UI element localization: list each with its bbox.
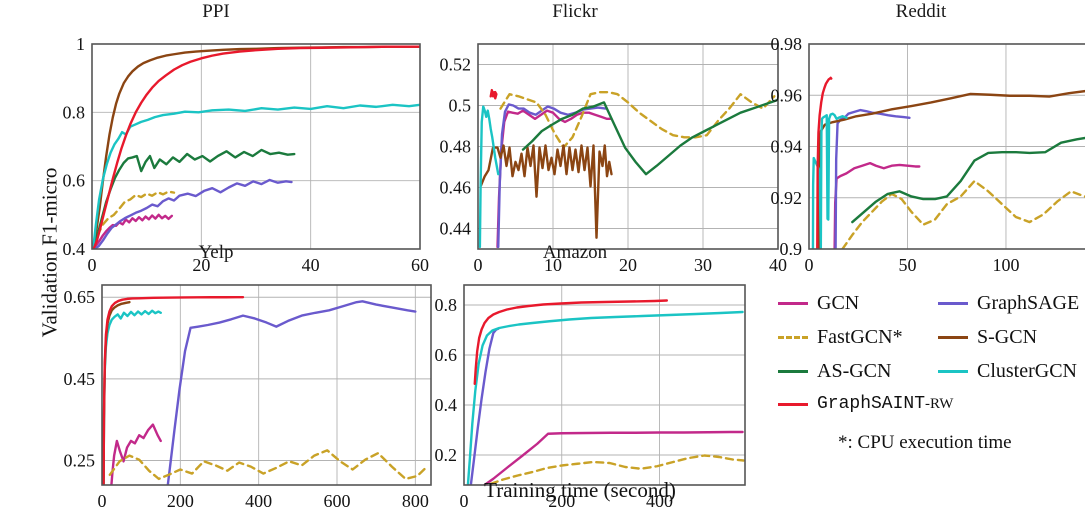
legend-swatch-fastgcn — [778, 336, 808, 339]
svg-text:600: 600 — [324, 491, 351, 511]
svg-text:60: 60 — [411, 255, 429, 275]
panel-yelp: Yelp 0.25 0.45 0.65 0 200 400 600 800 — [46, 242, 432, 511]
legend-item-as-gcn[interactable]: AS-GCN — [778, 360, 891, 383]
svg-text:200: 200 — [167, 491, 194, 511]
svg-text:40: 40 — [302, 255, 320, 275]
svg-text:10: 10 — [544, 255, 562, 275]
panel-title-flickr: Flickr — [552, 1, 598, 22]
legend: GCN GraphSAGE FastGCN* S-GCN AS-GCN Clus… — [770, 292, 1085, 472]
plot-yelp: 0.25 0.45 0.65 0 200 400 600 800 — [64, 284, 432, 511]
svg-text:0.94: 0.94 — [771, 137, 803, 157]
svg-text:0.4: 0.4 — [435, 395, 458, 415]
legend-item-graphsaint-rw[interactable]: GraphSAINT-RW — [778, 394, 953, 414]
svg-text:100: 100 — [992, 255, 1019, 275]
legend-item-graphsage[interactable]: GraphSAGE — [938, 292, 1079, 315]
svg-text:1: 1 — [76, 34, 85, 54]
legend-label-s-gcn: S-GCN — [977, 326, 1038, 348]
svg-text:0.9: 0.9 — [780, 239, 803, 259]
svg-text:0: 0 — [460, 491, 469, 511]
svg-text:0.96: 0.96 — [771, 85, 803, 105]
svg-text:0.46: 0.46 — [440, 178, 472, 198]
svg-text:0.6: 0.6 — [63, 171, 86, 191]
figure-x-axis-label: Training time (second) — [484, 478, 676, 502]
legend-item-s-gcn[interactable]: S-GCN — [938, 326, 1037, 349]
panel-title-yelp: Yelp — [198, 242, 234, 263]
legend-label-fastgcn: FastGCN* — [817, 326, 903, 348]
svg-text:0.6: 0.6 — [435, 345, 458, 365]
legend-label-clustergcn: ClusterGCN — [977, 360, 1077, 382]
svg-text:20: 20 — [619, 255, 637, 275]
svg-text:50: 50 — [898, 255, 916, 275]
svg-text:0.8: 0.8 — [63, 102, 86, 122]
svg-text:400: 400 — [646, 491, 673, 511]
svg-text:0.65: 0.65 — [64, 287, 96, 307]
legend-item-gcn[interactable]: GCN — [778, 292, 859, 315]
plot-ppi: 0.4 0.6 0.8 1 0 20 40 60 — [63, 34, 430, 275]
svg-text:0.4: 0.4 — [63, 239, 86, 259]
legend-label-graphsage: GraphSAGE — [977, 292, 1080, 314]
svg-text:40: 40 — [769, 255, 787, 275]
legend-swatch-graphsaint-rw — [778, 402, 808, 406]
plot-flickr: 0.44 0.46 0.48 0.5 0.52 0 10 20 30 40 — [440, 43, 787, 275]
svg-text:0.5: 0.5 — [449, 96, 472, 116]
legend-footnote: *: CPU execution time — [838, 432, 1012, 453]
legend-item-clustergcn[interactable]: ClusterGCN — [938, 360, 1077, 383]
legend-swatch-graphsage — [938, 302, 968, 305]
legend-label-gcn: GCN — [817, 292, 860, 314]
panel-flickr: Flickr 0.44 0.46 0.48 0.5 0.52 0 10 20 30 40 — [420, 1, 788, 275]
svg-text:0.44: 0.44 — [440, 219, 472, 239]
svg-text:0.2: 0.2 — [435, 445, 458, 465]
svg-text:0.48: 0.48 — [440, 137, 472, 157]
svg-text:0.92: 0.92 — [771, 188, 803, 208]
legend-swatch-clustergcn — [938, 370, 968, 373]
legend-label-graphsaint-rw: GraphSAINT-RW — [817, 394, 954, 414]
svg-text:0.45: 0.45 — [64, 369, 96, 389]
panel-amazon: Amazon 0.2 0.4 0.6 0.8 0 200 400 — [420, 242, 746, 511]
svg-text:20: 20 — [192, 255, 210, 275]
svg-text:0: 0 — [88, 255, 97, 275]
panel-reddit: Reddit 0.90.920.940.960.98050100150 — [757, 1, 1085, 275]
panel-title-amazon: Amazon — [542, 242, 608, 263]
legend-item-fastgcn[interactable]: FastGCN* — [778, 326, 903, 349]
panel-title-ppi: PPI — [202, 1, 230, 22]
panel-title-reddit: Reddit — [895, 1, 947, 22]
svg-text:0.25: 0.25 — [64, 451, 96, 471]
svg-text:30: 30 — [694, 255, 712, 275]
svg-text:400: 400 — [245, 491, 272, 511]
panel-ppi: PPI 0.4 0.6 0.8 1 0 20 40 60 — [46, 1, 430, 275]
svg-text:0.8: 0.8 — [435, 295, 458, 315]
legend-swatch-as-gcn — [778, 370, 808, 373]
legend-label-as-gcn: AS-GCN — [817, 360, 892, 382]
svg-text:0.98: 0.98 — [771, 34, 803, 54]
svg-text:200: 200 — [548, 491, 575, 511]
plot-amazon: 0.2 0.4 0.6 0.8 0 200 400 — [435, 284, 746, 511]
svg-text:800: 800 — [402, 491, 429, 511]
legend-swatch-gcn — [778, 302, 808, 305]
plot-reddit: 0.90.920.940.960.98050100150 — [771, 34, 1085, 275]
svg-text:0: 0 — [98, 491, 107, 511]
legend-swatch-s-gcn — [938, 336, 968, 339]
svg-text:0: 0 — [805, 255, 814, 275]
svg-text:0: 0 — [474, 255, 483, 275]
svg-text:0.52: 0.52 — [440, 55, 472, 75]
